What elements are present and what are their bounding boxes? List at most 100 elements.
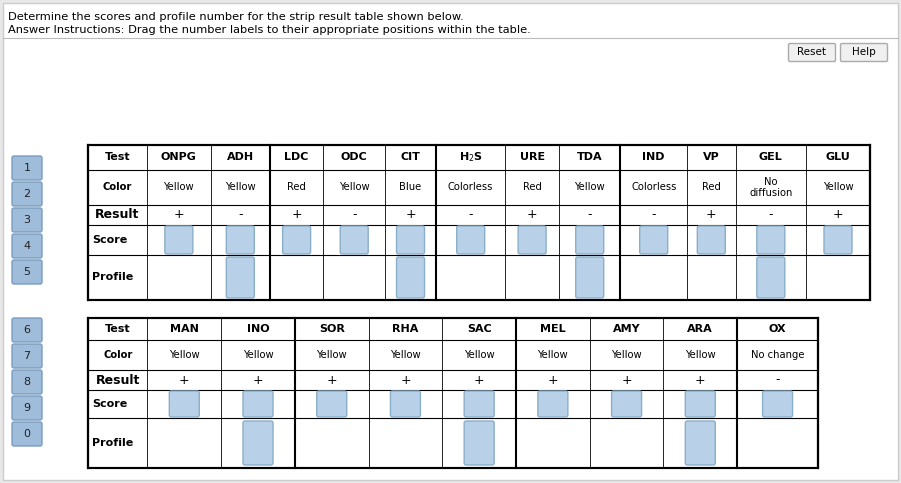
Text: Profile: Profile [92, 438, 133, 448]
FancyBboxPatch shape [12, 182, 42, 206]
Text: 6: 6 [23, 325, 31, 335]
Text: Answer Instructions: Drag the number labels to their appropriate positions withi: Answer Instructions: Drag the number lab… [8, 25, 531, 35]
Text: +: + [695, 373, 705, 386]
Text: +: + [622, 373, 632, 386]
FancyBboxPatch shape [824, 226, 852, 254]
Text: Yellow: Yellow [575, 183, 605, 193]
FancyBboxPatch shape [226, 226, 254, 254]
FancyBboxPatch shape [283, 226, 311, 254]
FancyBboxPatch shape [686, 421, 715, 465]
Text: +: + [400, 373, 411, 386]
Text: Result: Result [96, 373, 140, 386]
Text: MAN: MAN [170, 324, 199, 334]
Text: 7: 7 [23, 351, 31, 361]
FancyBboxPatch shape [12, 396, 42, 420]
Text: Result: Result [96, 209, 140, 222]
Text: MEL: MEL [540, 324, 566, 334]
FancyBboxPatch shape [686, 391, 715, 417]
FancyBboxPatch shape [243, 391, 273, 417]
Text: Yellow: Yellow [164, 183, 195, 193]
FancyBboxPatch shape [341, 226, 369, 254]
Text: SOR: SOR [319, 324, 345, 334]
Text: ODC: ODC [341, 153, 368, 162]
Text: Yellow: Yellow [611, 350, 642, 360]
FancyBboxPatch shape [538, 391, 568, 417]
Text: Test: Test [105, 324, 131, 334]
Text: Blue: Blue [399, 183, 422, 193]
FancyBboxPatch shape [762, 391, 793, 417]
Text: Red: Red [523, 183, 542, 193]
Text: 1: 1 [23, 163, 31, 173]
Text: -: - [651, 209, 656, 222]
Text: +: + [474, 373, 485, 386]
FancyBboxPatch shape [12, 344, 42, 368]
Text: H$_2$S: H$_2$S [459, 151, 483, 164]
FancyBboxPatch shape [12, 318, 42, 342]
Text: Reset: Reset [797, 47, 826, 57]
Text: 4: 4 [23, 241, 31, 251]
FancyBboxPatch shape [12, 422, 42, 446]
FancyBboxPatch shape [12, 370, 42, 394]
FancyBboxPatch shape [12, 156, 42, 180]
FancyBboxPatch shape [12, 234, 42, 258]
Text: +: + [405, 209, 416, 222]
Text: ONPG: ONPG [161, 153, 196, 162]
FancyBboxPatch shape [464, 421, 494, 465]
Bar [88, 318, 818, 468]
Text: VP: VP [703, 153, 720, 162]
Text: Colorless: Colorless [448, 183, 494, 193]
Text: SAC: SAC [467, 324, 492, 334]
Text: RHA: RHA [392, 324, 419, 334]
Text: 8: 8 [23, 377, 31, 387]
FancyBboxPatch shape [169, 391, 199, 417]
FancyBboxPatch shape [12, 208, 42, 232]
Text: No
diffusion: No diffusion [749, 177, 793, 199]
Text: TDA: TDA [577, 153, 603, 162]
FancyBboxPatch shape [396, 226, 424, 254]
FancyBboxPatch shape [518, 226, 546, 254]
Text: Yellow: Yellow [823, 183, 853, 193]
Text: +: + [174, 209, 184, 222]
Text: -: - [238, 209, 242, 222]
Text: -: - [776, 373, 780, 386]
Text: +: + [548, 373, 559, 386]
Text: +: + [706, 209, 716, 222]
Text: Yellow: Yellow [390, 350, 421, 360]
Text: Yellow: Yellow [339, 183, 369, 193]
Text: 9: 9 [23, 403, 31, 413]
FancyBboxPatch shape [226, 257, 254, 298]
Text: +: + [326, 373, 337, 386]
FancyBboxPatch shape [457, 226, 485, 254]
FancyBboxPatch shape [576, 257, 604, 298]
FancyBboxPatch shape [396, 257, 424, 298]
FancyBboxPatch shape [576, 226, 604, 254]
Text: ADH: ADH [227, 153, 254, 162]
Text: Help: Help [852, 47, 876, 57]
FancyBboxPatch shape [757, 257, 785, 298]
Text: Color: Color [103, 183, 132, 193]
Text: Determine the scores and profile number for the strip result table shown below.: Determine the scores and profile number … [8, 12, 464, 22]
Text: LDC: LDC [285, 153, 309, 162]
Text: AMY: AMY [613, 324, 641, 334]
Text: 0: 0 [23, 429, 31, 439]
Text: +: + [291, 209, 302, 222]
Text: +: + [527, 209, 537, 222]
FancyBboxPatch shape [841, 43, 887, 61]
Text: -: - [769, 209, 773, 222]
FancyBboxPatch shape [165, 226, 193, 254]
Text: -: - [469, 209, 473, 222]
Text: Yellow: Yellow [538, 350, 569, 360]
Text: IND: IND [642, 153, 665, 162]
Text: Yellow: Yellow [316, 350, 347, 360]
Text: Yellow: Yellow [225, 183, 256, 193]
Text: -: - [352, 209, 357, 222]
Text: URE: URE [520, 153, 545, 162]
Text: Color: Color [103, 350, 132, 360]
FancyBboxPatch shape [612, 391, 642, 417]
Text: 2: 2 [23, 189, 31, 199]
Text: Score: Score [92, 399, 127, 409]
Text: +: + [179, 373, 189, 386]
Text: Yellow: Yellow [464, 350, 495, 360]
FancyBboxPatch shape [243, 421, 273, 465]
FancyBboxPatch shape [390, 391, 421, 417]
